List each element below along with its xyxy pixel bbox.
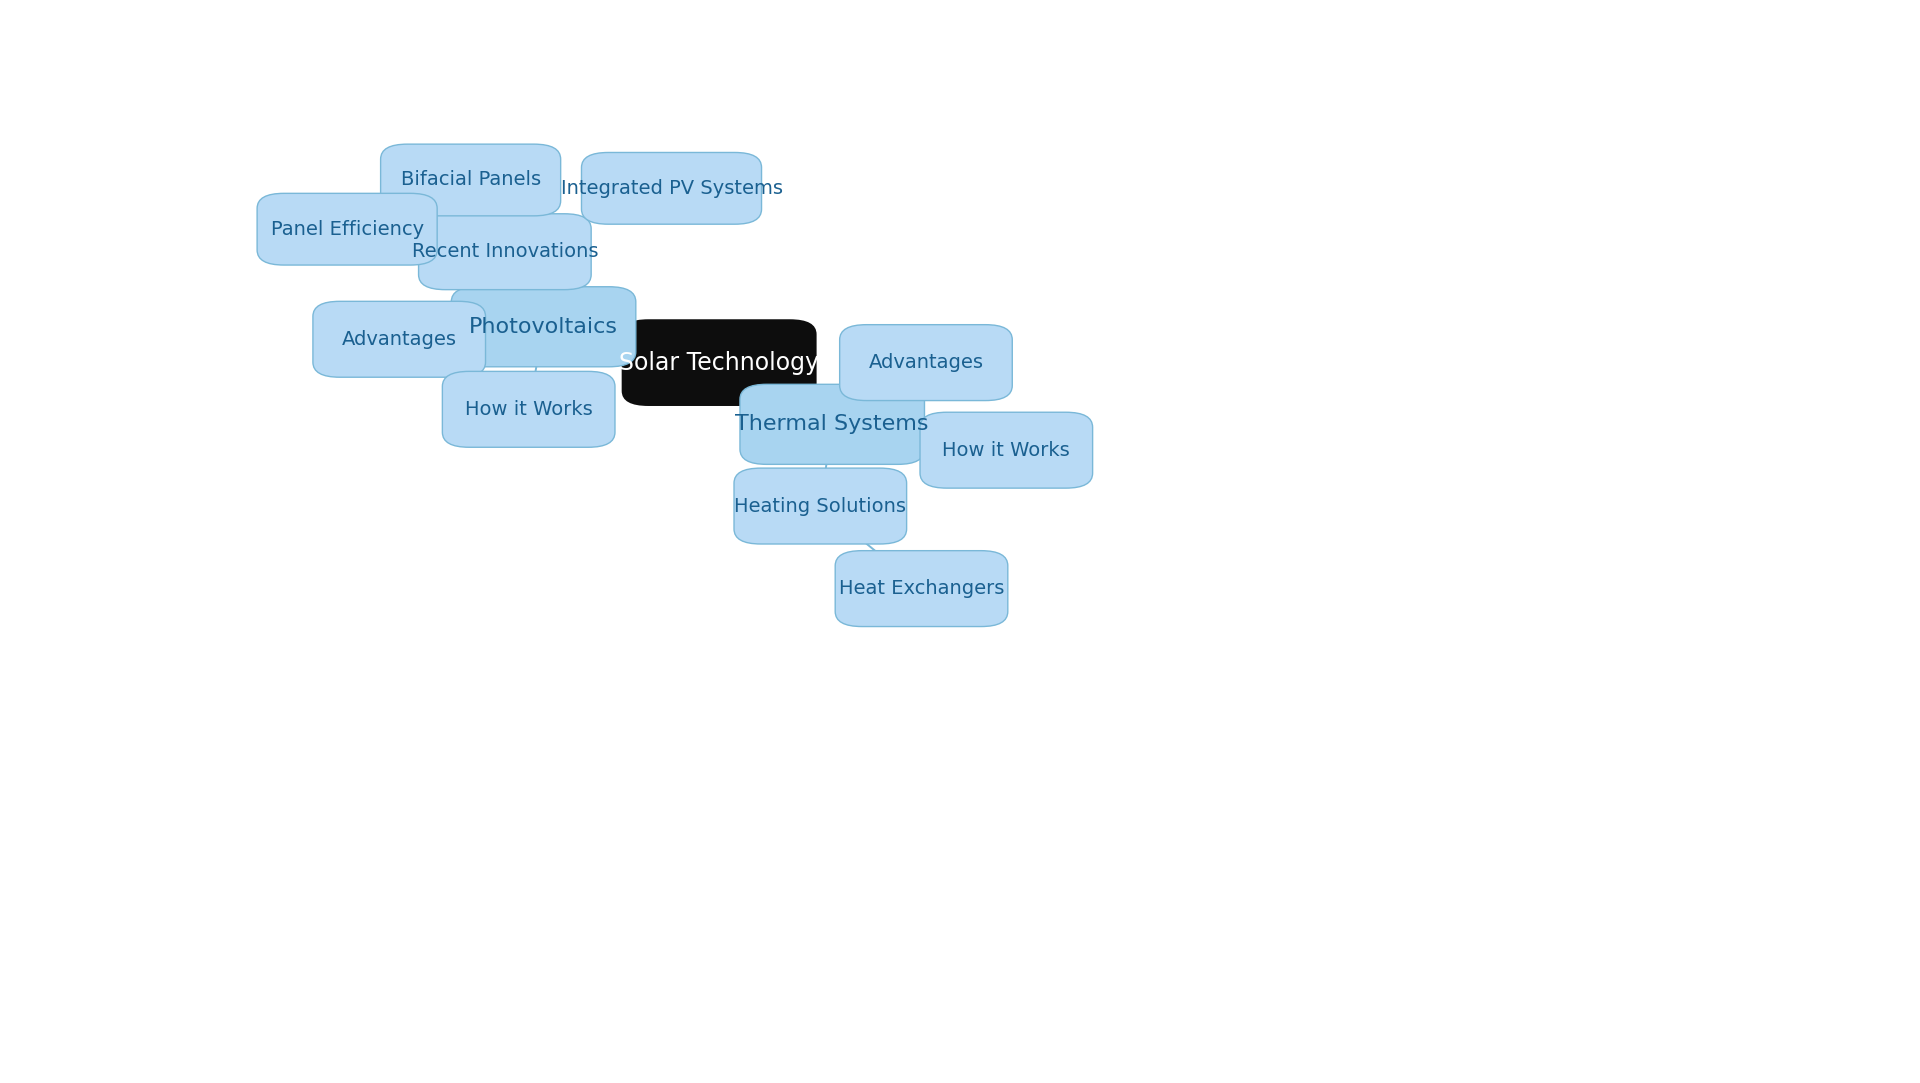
FancyBboxPatch shape bbox=[622, 319, 816, 406]
FancyBboxPatch shape bbox=[733, 468, 906, 544]
FancyBboxPatch shape bbox=[380, 144, 561, 216]
Text: Heat Exchangers: Heat Exchangers bbox=[839, 579, 1004, 598]
FancyBboxPatch shape bbox=[313, 301, 486, 377]
Text: How it Works: How it Works bbox=[465, 400, 593, 419]
Text: Advantages: Advantages bbox=[342, 329, 457, 349]
Text: Integrated PV Systems: Integrated PV Systems bbox=[561, 179, 783, 198]
FancyBboxPatch shape bbox=[442, 371, 614, 447]
FancyBboxPatch shape bbox=[582, 153, 762, 224]
Text: How it Works: How it Works bbox=[943, 441, 1069, 459]
Text: Panel Efficiency: Panel Efficiency bbox=[271, 220, 424, 238]
FancyBboxPatch shape bbox=[257, 194, 438, 265]
FancyBboxPatch shape bbox=[835, 550, 1008, 627]
FancyBboxPatch shape bbox=[451, 287, 636, 367]
Text: Bifacial Panels: Bifacial Panels bbox=[401, 170, 541, 190]
FancyBboxPatch shape bbox=[920, 413, 1092, 488]
Text: Recent Innovations: Recent Innovations bbox=[411, 243, 599, 261]
FancyBboxPatch shape bbox=[419, 213, 591, 289]
FancyBboxPatch shape bbox=[839, 325, 1012, 401]
FancyBboxPatch shape bbox=[739, 384, 925, 465]
Text: Heating Solutions: Heating Solutions bbox=[733, 496, 906, 516]
Text: Photovoltaics: Photovoltaics bbox=[468, 316, 618, 337]
Text: Solar Technology: Solar Technology bbox=[618, 351, 820, 375]
Text: Advantages: Advantages bbox=[868, 353, 983, 373]
Text: Thermal Systems: Thermal Systems bbox=[735, 415, 929, 434]
